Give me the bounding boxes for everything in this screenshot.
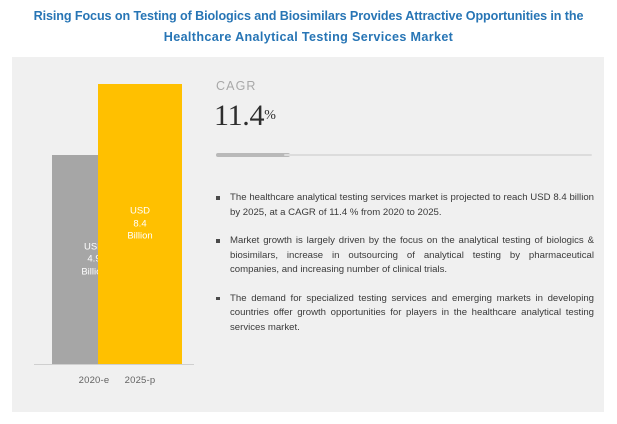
- page-title-line-2: Healthcare Analytical Testing Services M…: [163, 30, 454, 44]
- page-title-line-1: Rising Focus on Testing of Biologics and…: [33, 9, 584, 23]
- list-item: Market growth is largely driven by the f…: [214, 234, 594, 278]
- list-item-text: Market growth is largely driven by the f…: [230, 235, 594, 275]
- cagr-label: CAGR: [216, 79, 257, 93]
- list-item-text: The demand for specialized testing servi…: [230, 292, 594, 333]
- cagr-number: 11.4: [214, 99, 265, 132]
- square-bullet-icon: [216, 296, 220, 300]
- infographic-panel: USD 4.9 Billion USD 8.4 Billion 2020-e 2…: [12, 57, 604, 412]
- square-bullet-icon: [216, 239, 220, 243]
- section-divider: [216, 153, 592, 157]
- cagr-value: 11.4%: [214, 99, 276, 133]
- insight-bullet-list: The healthcare analytical testing servic…: [214, 191, 594, 335]
- page-title: Rising Focus on Testing of Biologics and…: [0, 6, 617, 48]
- divider-thin-line: [284, 154, 592, 156]
- axis-label-2025p: 2025-p: [124, 375, 156, 386]
- bar-2025p: USD 8.4 Billion: [98, 84, 182, 364]
- chart-baseline: [34, 364, 194, 365]
- bar-chart: USD 4.9 Billion USD 8.4 Billion 2020-e 2…: [12, 57, 202, 412]
- square-bullet-icon: [216, 196, 220, 200]
- content-area: CAGR 11.4% The healthcare analytical tes…: [202, 57, 604, 412]
- divider-accent-segment: [216, 153, 290, 157]
- list-item: The demand for specialized testing servi…: [214, 292, 594, 336]
- axis-label-2020e: 2020-e: [78, 375, 110, 386]
- list-item: The healthcare analytical testing servic…: [214, 191, 594, 220]
- bar-2020e-label: USD 4.9 Billion: [81, 240, 107, 277]
- list-item-text: The healthcare analytical testing servic…: [230, 192, 594, 218]
- bar-2025p-label: USD 8.4 Billion: [127, 205, 153, 242]
- cagr-percent-symbol: %: [264, 108, 276, 123]
